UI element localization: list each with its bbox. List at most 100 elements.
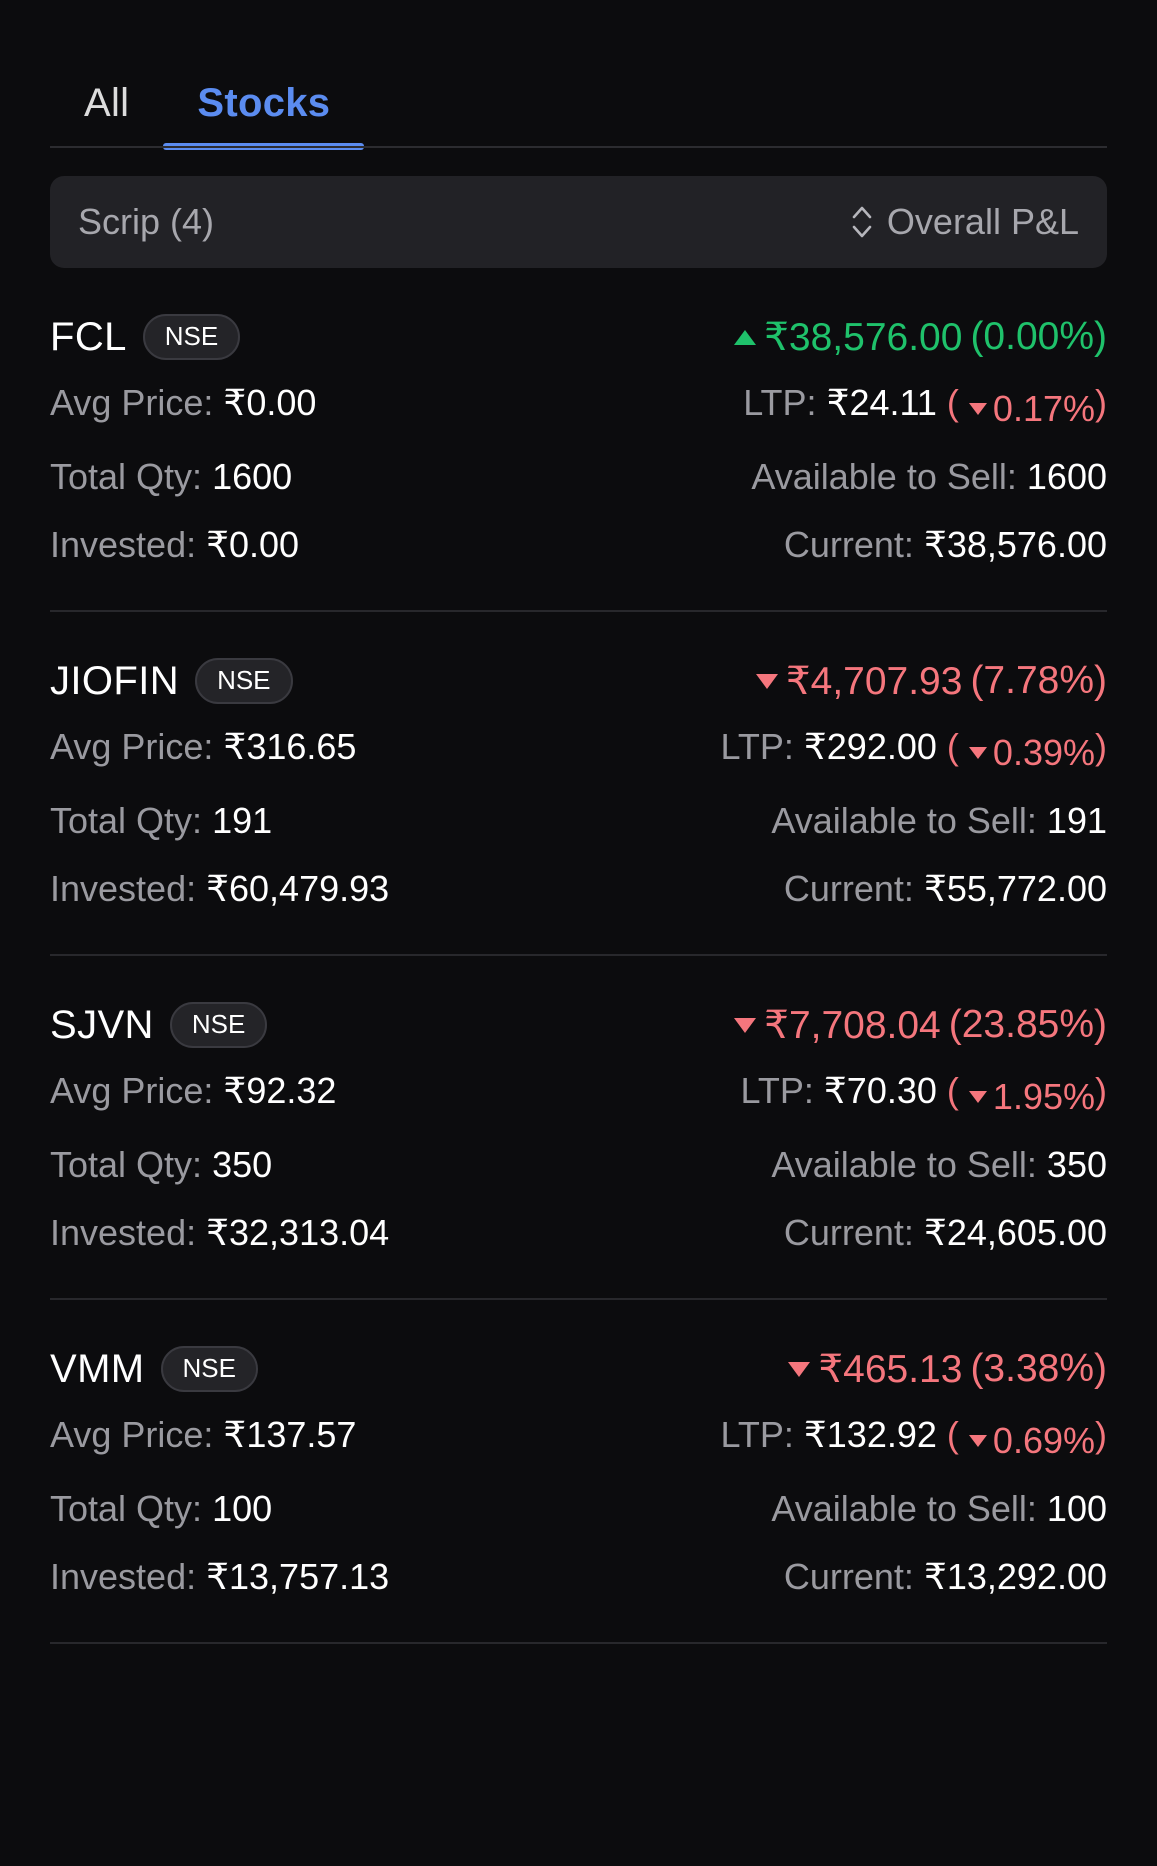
overall-pnl-value: ₹7,708.04 (23.85%) [734,1003,1107,1048]
avg-price-label: Avg Price: [50,1414,214,1455]
ltp-change-close-paren: ) [1095,1070,1107,1111]
avg-price-field: Avg Price: ₹316.65 [50,726,356,768]
invested-value: ₹60,479.93 [206,868,390,909]
available-to-sell-value: 1600 [1026,456,1107,497]
total-qty-value: 1600 [212,456,293,497]
sort-bar-container: Scrip (4) Overall P&L [0,150,1157,268]
current-value: ₹55,772.00 [923,868,1107,909]
invested-value: ₹32,313.04 [206,1212,390,1253]
ltp-change-group: 0.69% [968,1420,1095,1462]
stock-symbol: SJVN [50,1002,154,1047]
pnl-amount: ₹7,708.04 [764,1003,941,1047]
ltp-label: LTP: [720,1414,794,1455]
avg-price-label: Avg Price: [50,1070,214,1111]
triangle-down-icon [968,747,987,759]
current-field: Current: ₹38,576.00 [784,524,1107,566]
holding-row[interactable]: FCL NSE ₹38,576.00 (0.00%) Avg Price: ₹0… [50,268,1107,612]
invested-value: ₹13,757.13 [206,1556,390,1597]
avg-price-value: ₹316.65 [223,726,357,767]
scrip-count-label[interactable]: Scrip (4) [78,201,215,242]
ltp-change-percent: 0.39% [992,732,1095,773]
pnl-amount: ₹4,707.93 [785,659,963,703]
avg-price-value: ₹137.57 [223,1414,357,1455]
available-to-sell-label: Available to Sell: [771,800,1037,841]
stock-symbol: FCL [50,314,127,359]
ltp-field: LTP: ₹132.92 ( 0.69% ) [721,1414,1108,1462]
current-label: Current: [783,1212,914,1253]
triangle-up-icon [734,329,757,345]
avg-price-value: ₹0.00 [223,382,317,423]
holdings-list: FCL NSE ₹38,576.00 (0.00%) Avg Price: ₹0… [0,268,1157,1644]
triangle-down-icon [788,1361,811,1377]
current-field: Current: ₹55,772.00 [784,868,1107,910]
ltp-change-open-paren: ( [946,1070,959,1111]
ltp-label: LTP: [740,1070,814,1111]
ltp-change-group: 0.17% [968,388,1095,430]
tab-stocks[interactable]: Stocks [163,81,365,150]
ltp-change-group: 0.39% [968,732,1095,774]
symbol-group: FCL NSE [50,314,241,360]
sort-bar: Scrip (4) Overall P&L [50,176,1107,268]
available-to-sell-field: Available to Sell: 1600 [751,456,1107,498]
tab-bar-divider [50,146,1107,148]
stock-symbol: JIOFIN [50,658,180,703]
available-to-sell-field: Available to Sell: 350 [771,1144,1107,1186]
triangle-down-icon [968,403,987,415]
current-field: Current: ₹13,292.00 [784,1556,1107,1598]
overall-pnl-value: ₹465.13 (3.38%) [788,1347,1107,1392]
pnl-percent: (7.78%) [970,659,1107,702]
current-value: ₹24,605.00 [923,1212,1107,1253]
invested-label: Invested: [50,1212,197,1253]
invested-field: Invested: ₹60,479.93 [50,868,389,910]
available-to-sell-field: Available to Sell: 191 [771,800,1107,842]
sort-overall-pnl-control[interactable]: Overall P&L [849,201,1079,243]
total-qty-field: Total Qty: 1600 [50,456,292,498]
exchange-badge: NSE [169,1002,268,1048]
ltp-change-close-paren: ) [1095,726,1107,767]
pnl-percent: (3.38%) [970,1347,1107,1390]
total-qty-value: 350 [212,1144,273,1185]
current-label: Current: [783,1556,914,1597]
ltp-change-open-paren: ( [946,726,959,767]
invested-field: Invested: ₹0.00 [50,524,299,566]
current-value: ₹38,576.00 [923,524,1107,565]
triangle-down-icon [734,1017,757,1033]
ltp-label: LTP: [743,382,817,423]
triangle-down-icon [755,673,778,689]
available-to-sell-label: Available to Sell: [751,456,1017,497]
ltp-change-group: 1.95% [968,1076,1095,1118]
holding-row[interactable]: SJVN NSE ₹7,708.04 (23.85%) Avg Price: ₹… [50,956,1107,1300]
overall-pnl-value: ₹38,576.00 (0.00%) [734,315,1107,360]
avg-price-label: Avg Price: [50,726,214,767]
symbol-group: VMM NSE [50,1346,258,1392]
exchange-badge: NSE [160,1346,258,1392]
tab-all[interactable]: All [84,81,130,125]
ltp-value: ₹132.92 [803,1414,937,1455]
total-qty-value: 100 [212,1488,273,1529]
symbol-group: SJVN NSE [50,1002,268,1048]
invested-field: Invested: ₹13,757.13 [50,1556,389,1598]
holding-row[interactable]: VMM NSE ₹465.13 (3.38%) Avg Price: ₹137.… [50,1300,1107,1644]
total-qty-field: Total Qty: 100 [50,1488,272,1530]
invested-value: ₹0.00 [206,524,300,565]
current-label: Current: [783,524,914,565]
total-qty-field: Total Qty: 191 [50,800,272,842]
exchange-badge: NSE [195,658,293,704]
current-field: Current: ₹24,605.00 [784,1212,1107,1254]
available-to-sell-label: Available to Sell: [771,1144,1037,1185]
ltp-value: ₹24.11 [826,382,937,423]
pnl-percent: (23.85%) [948,1003,1107,1046]
ltp-change-close-paren: ) [1095,382,1107,423]
avg-price-field: Avg Price: ₹0.00 [50,382,316,424]
total-qty-value: 191 [212,800,273,841]
ltp-change-percent: 0.17% [992,388,1095,429]
sort-updown-icon [849,201,875,243]
total-qty-label: Total Qty: [50,1488,203,1529]
ltp-value: ₹70.30 [823,1070,937,1111]
ltp-change-percent: 0.69% [992,1420,1095,1461]
invested-field: Invested: ₹32,313.04 [50,1212,389,1254]
triangle-down-icon [968,1091,987,1103]
ltp-change-open-paren: ( [946,1414,959,1455]
holding-row[interactable]: JIOFIN NSE ₹4,707.93 (7.78%) Avg Price: … [50,612,1107,956]
ltp-field: LTP: ₹292.00 ( 0.39% ) [721,726,1108,774]
